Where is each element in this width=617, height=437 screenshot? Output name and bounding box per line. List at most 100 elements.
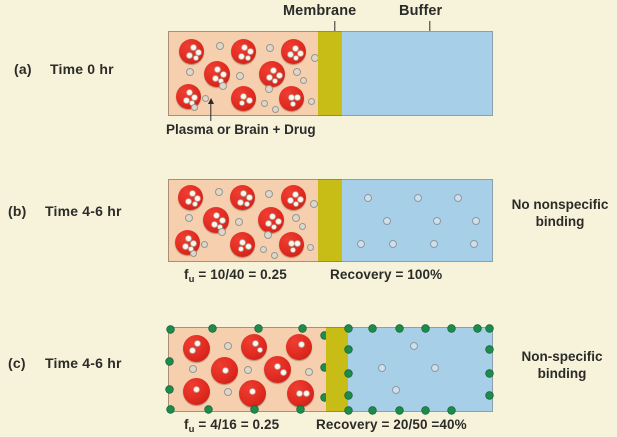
nonspecific-binding-dot [396, 325, 403, 332]
bound-drug-particle [183, 378, 210, 405]
nonspecific-binding-dot [486, 370, 493, 377]
free-drug-particle [190, 250, 197, 257]
plasma-chamber-c [166, 325, 328, 413]
nonspecific-binding-dot [369, 325, 376, 332]
free-drug-particle [357, 240, 365, 248]
fu-subscript: u [188, 274, 195, 285]
free-drug-particle [299, 223, 306, 230]
nonspecific-binding-dot [345, 325, 352, 332]
free-drug-particle [261, 100, 268, 107]
free-drug-particle [266, 44, 274, 52]
panel-b-side-note-line1: No nonspecific [511, 197, 609, 212]
nonspecific-binding-dot [448, 407, 455, 414]
bound-drug-particle [183, 335, 210, 362]
nonspecific-binding-dot [486, 392, 493, 399]
free-drug-particle [310, 200, 318, 208]
nonspecific-binding-dot [255, 325, 262, 332]
bound-drug-particle [281, 185, 306, 210]
nonspecific-binding-dot [422, 407, 429, 414]
nonspecific-binding-dot [321, 364, 328, 371]
bound-drug-particle [258, 207, 284, 233]
nonspecific-binding-dot [486, 346, 493, 353]
free-drug-particle [454, 194, 462, 202]
nonspecific-binding-dot [396, 407, 403, 414]
bound-drug-particle [179, 39, 204, 64]
nonspecific-binding-dot [251, 406, 258, 413]
free-drug-particle [383, 217, 391, 225]
bound-drug-particle [286, 334, 312, 360]
free-drug-particle [218, 228, 226, 236]
buffer-header-label: Buffer [399, 3, 443, 19]
dialysis-cell-c [166, 325, 493, 414]
bound-drug-particle [178, 185, 203, 210]
membrane-header-label: Membrane [283, 3, 357, 19]
free-drug-particle [272, 106, 279, 113]
panel-c-fu-equation: fu = 4/16 = 0.25 [184, 417, 279, 435]
buffer-chamber-c [345, 325, 493, 414]
panel-c-recovery-equation: Recovery = 20/50 =40% [316, 417, 467, 432]
membrane-strip-b [318, 179, 342, 262]
nonspecific-binding-dot [369, 407, 376, 414]
nonspecific-binding-dot [345, 407, 352, 414]
free-drug-particle [216, 42, 224, 50]
plasma-chamber-a [168, 31, 319, 116]
nonspecific-binding-dot [422, 325, 429, 332]
bound-drug-particle [175, 230, 200, 255]
free-drug-particle [244, 366, 252, 374]
panel-c-side-note-line1: Non-specific [521, 349, 603, 364]
free-drug-particle [271, 252, 278, 259]
bound-drug-particle [239, 380, 266, 407]
free-drug-particle [410, 342, 418, 350]
bound-drug-particle [279, 232, 304, 257]
nonspecific-binding-dot [448, 325, 455, 332]
fu-value: = 10/40 = 0.25 [194, 267, 287, 282]
bound-drug-particle [231, 86, 256, 111]
plasma-chamber-b [168, 179, 318, 262]
free-drug-particle [293, 68, 301, 76]
plasma-pointer-arrow [206, 98, 216, 122]
free-drug-particle [472, 217, 480, 225]
fu-symbol: f [184, 267, 189, 282]
free-drug-particle [186, 68, 194, 76]
free-drug-particle [308, 98, 315, 105]
panel-a-bottom-caption: Plasma or Brain + Drug [166, 122, 316, 137]
bound-drug-particle [281, 39, 306, 64]
free-drug-particle [431, 364, 439, 372]
free-drug-particle [264, 231, 272, 239]
free-drug-particle [191, 104, 198, 111]
free-drug-particle [430, 240, 438, 248]
dialysis-cell-b [168, 179, 493, 262]
free-drug-particle [305, 368, 313, 376]
panel-b-tag: (b) [8, 203, 27, 219]
nonspecific-binding-dot [166, 358, 173, 365]
bound-drug-particle [264, 356, 291, 383]
free-drug-particle [470, 240, 478, 248]
nonspecific-binding-dot [321, 394, 328, 401]
nonspecific-binding-dot [345, 370, 352, 377]
nonspecific-binding-dot [486, 325, 493, 332]
free-drug-particle [292, 214, 300, 222]
panel-b-fu-equation: fu = 10/40 = 0.25 [184, 267, 287, 285]
panel-b-time-label: Time 4-6 hr [45, 203, 122, 219]
fu-value: = 4/16 = 0.25 [194, 417, 280, 432]
nonspecific-binding-dot [205, 406, 212, 413]
nonspecific-binding-dot [321, 332, 328, 339]
free-drug-particle [185, 214, 193, 222]
free-drug-particle [265, 190, 273, 198]
nonspecific-binding-dot [297, 406, 304, 413]
free-drug-particle [189, 365, 197, 373]
free-drug-particle [364, 194, 372, 202]
nonspecific-binding-dot [299, 325, 306, 332]
panel-b-side-note-line2: binding [535, 214, 585, 229]
free-drug-particle [201, 241, 208, 248]
panel-c-tag: (c) [8, 355, 26, 371]
free-drug-particle [219, 82, 227, 90]
free-drug-particle [307, 244, 314, 251]
panel-c-side-note: Non-specific binding [503, 348, 617, 382]
free-drug-particle [433, 217, 441, 225]
free-drug-particle [392, 386, 400, 394]
panel-b-side-note: No nonspecific binding [500, 196, 617, 230]
membrane-strip-c [326, 327, 348, 412]
bound-drug-particle [279, 86, 304, 111]
fu-symbol: f [184, 417, 189, 432]
